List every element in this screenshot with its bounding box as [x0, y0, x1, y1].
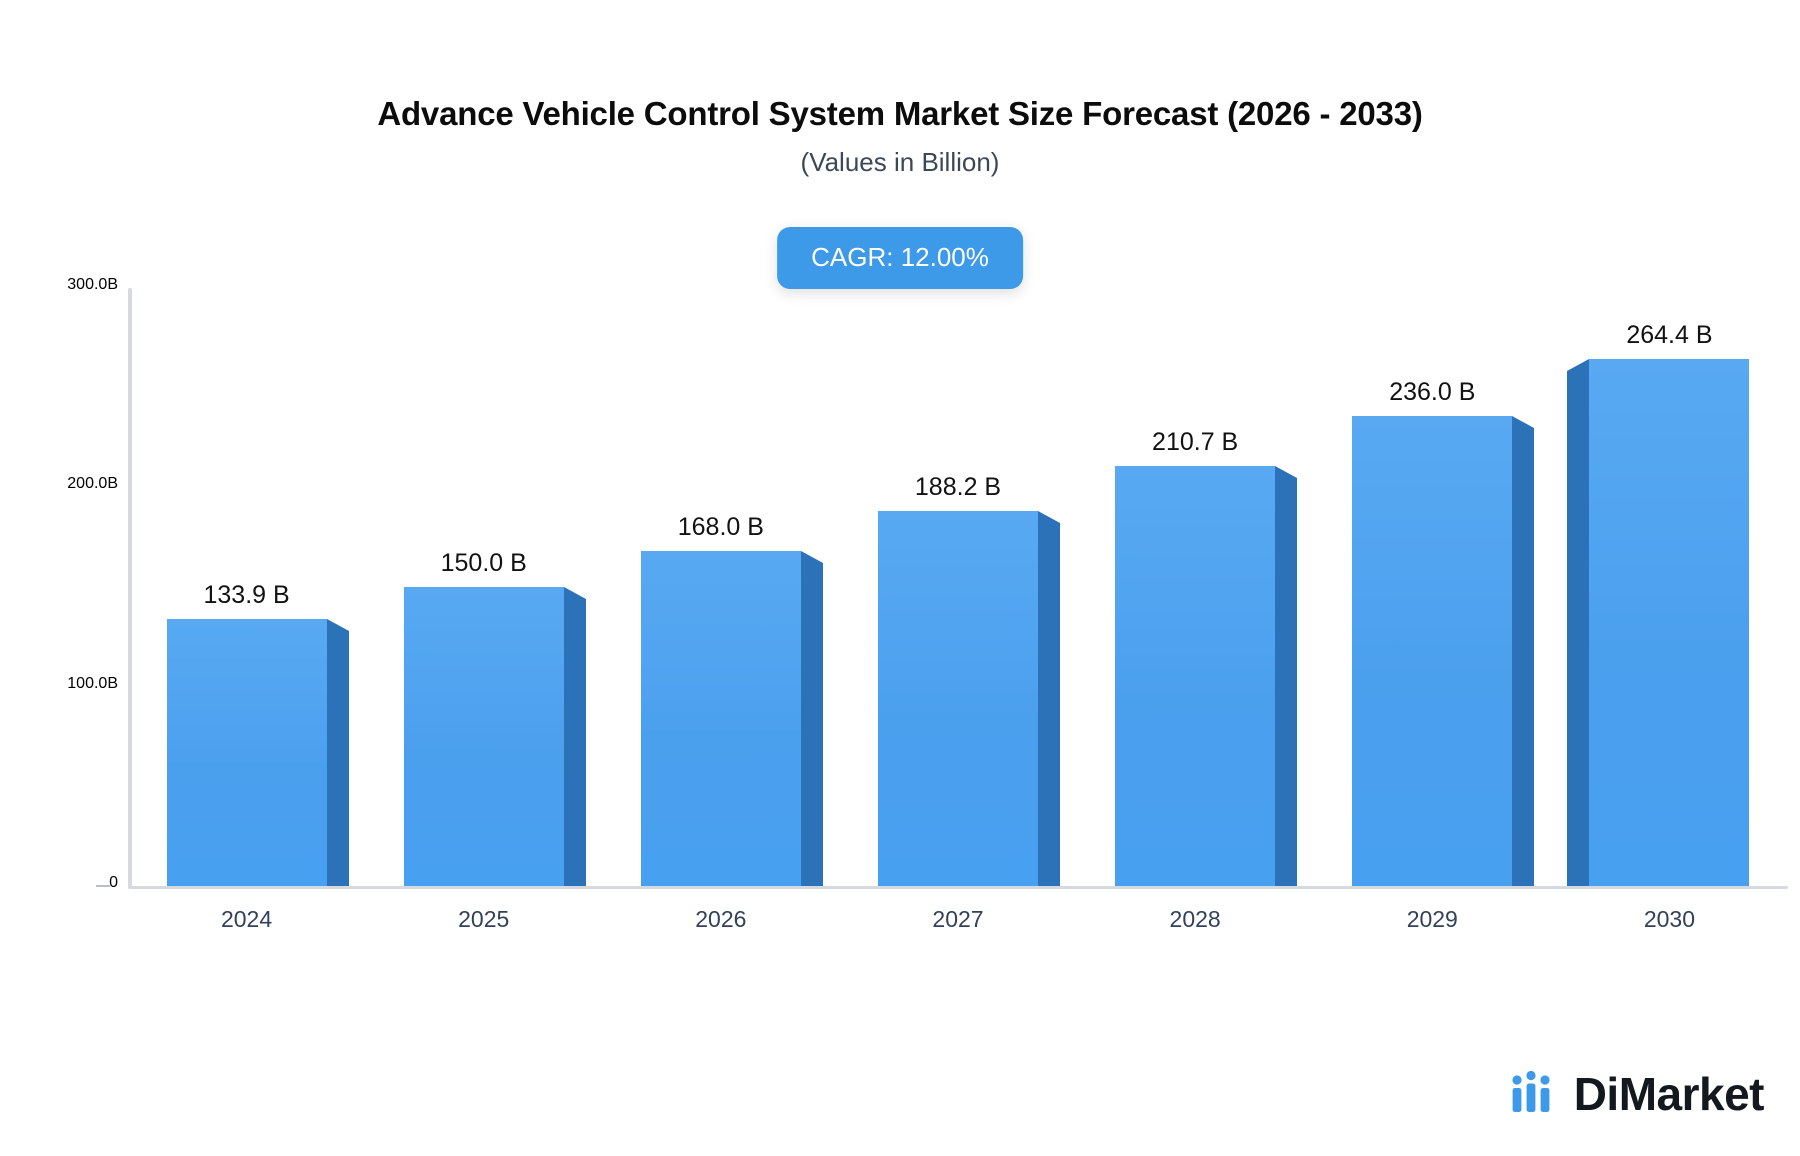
- x-axis-line: [128, 886, 1788, 889]
- bar-value-label: 264.4 B: [1626, 320, 1713, 349]
- bar-depth-cap: [1275, 466, 1298, 479]
- bars-layer: 133.9 B 150.0 B 168.0 B 188.2 B 210.7 B 236.0…: [128, 288, 1788, 888]
- bar-2030[interactable]: [1567, 358, 1750, 886]
- bar-depth-cap: [800, 551, 823, 564]
- y-axis-tick-mark: [96, 885, 110, 887]
- bar-depth-face: [563, 599, 586, 886]
- x-axis-tick-label: 2027: [932, 906, 984, 932]
- bar-2026[interactable]: [640, 551, 823, 886]
- x-axis-tick-label: 2030: [1643, 906, 1695, 932]
- bar-depth-face: [800, 563, 823, 886]
- bar-2028[interactable]: [1115, 466, 1298, 886]
- bar-front-face: [1115, 466, 1276, 886]
- bar-depth-cap: [1512, 415, 1535, 428]
- bar-front-face: [1352, 415, 1513, 886]
- bar-chart-icon: [1510, 1070, 1562, 1118]
- page-title: Advance Vehicle Control System Market Si…: [377, 95, 1423, 132]
- bar-front-face: [878, 510, 1038, 886]
- x-axis-tick-label: 2028: [1169, 906, 1221, 932]
- bar-depth-cap: [1567, 358, 1590, 371]
- brand-logo: DiMarket: [1510, 1068, 1765, 1120]
- bar-value-label: 188.2 B: [914, 472, 1002, 501]
- bar-front-face: [403, 587, 564, 886]
- bar-value-label: 236.0 B: [1389, 377, 1476, 406]
- bar-2029[interactable]: [1352, 415, 1535, 886]
- x-axis-tick-label: 2025: [458, 906, 510, 932]
- bar-depth-cap: [326, 619, 349, 632]
- bar-front-face: [1589, 358, 1750, 886]
- cagr-badge: CAGR: 12.00%: [777, 227, 1023, 289]
- y-axis-tick-label: 100.0B: [67, 674, 118, 692]
- bar-value-label: 168.0 B: [677, 513, 764, 542]
- bar-value-label: 150.0 B: [440, 549, 527, 577]
- bar-front-face: [640, 551, 801, 886]
- bar-value-label: 133.9 B: [203, 581, 290, 610]
- bar-depth-face: [326, 631, 349, 886]
- bar-depth-face: [1275, 478, 1298, 886]
- x-axis-tick-label: 2029: [1406, 906, 1458, 932]
- y-axis-tick-label: 300.0B: [67, 276, 118, 293]
- plot-area: 133.9 B 150.0 B 168.0 B 188.2 B 210.7 B 236.0…: [128, 288, 1788, 889]
- bar-depth-cap: [563, 587, 586, 599]
- title-block: Advance Vehicle Control System Market Si…: [0, 94, 1800, 178]
- bar-value-label: 210.7 B: [1152, 428, 1239, 457]
- y-axis-line: [128, 288, 132, 888]
- bar-depth-face: [1567, 370, 1590, 886]
- bar-depth-face: [1512, 427, 1535, 886]
- brand-name: DiMarket: [1573, 1068, 1765, 1120]
- x-axis-tick-label: 2026: [695, 906, 747, 932]
- bar-2027[interactable]: [878, 510, 1060, 886]
- bar-depth-cap: [1038, 510, 1060, 523]
- chart-subtitle: (Values in Billion): [800, 147, 1000, 177]
- y-axis-tick-label: 0: [109, 874, 118, 891]
- y-axis-tick-label: 200.0B: [67, 475, 118, 493]
- bar-2024[interactable]: [166, 619, 349, 886]
- bar-2025[interactable]: [403, 587, 586, 886]
- bar-front-face: [166, 619, 327, 886]
- x-axis-tick-label: 2024: [220, 906, 273, 932]
- bar-depth-face: [1038, 522, 1060, 886]
